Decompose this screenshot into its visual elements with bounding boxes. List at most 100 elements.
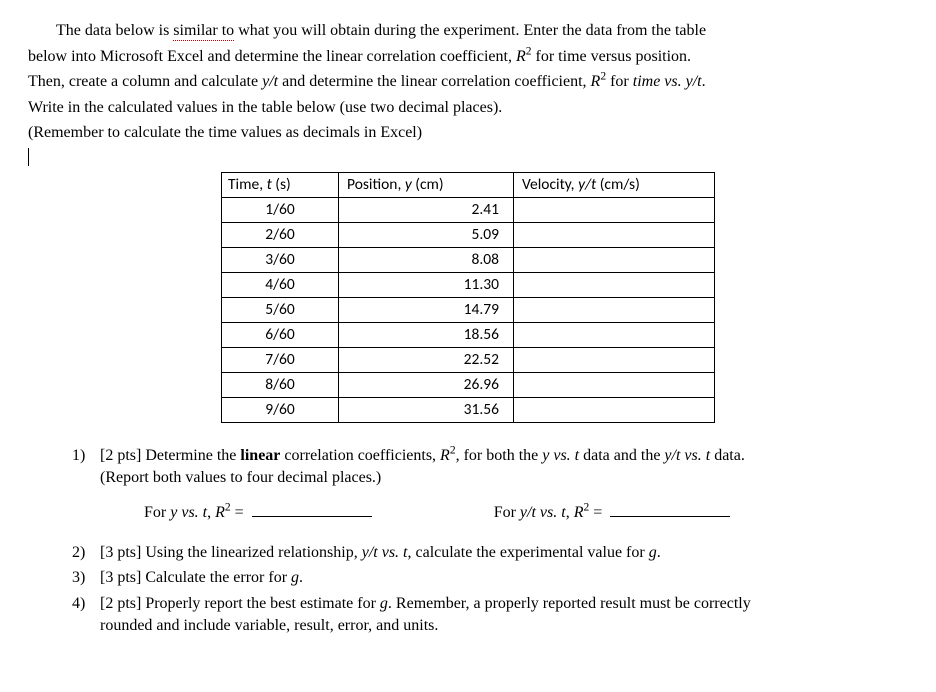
table-row: 8/6026.96 (222, 372, 715, 397)
text: Velocity, (522, 175, 578, 194)
question-2: 2) [3 pts] Using the linearized relation… (72, 542, 908, 564)
y-var: y (405, 175, 412, 194)
intro-line-1: The data below is similar to what you wi… (28, 20, 908, 42)
text: data and the (579, 447, 664, 464)
r-var: R (516, 48, 526, 65)
cell-velocity (514, 347, 715, 372)
yt-var: y/t (578, 175, 596, 194)
text: for time versus position. (532, 48, 692, 65)
q2-number: 2) (72, 542, 85, 564)
text-cursor (28, 148, 31, 166)
header-time: Time, t (s) (222, 172, 339, 197)
text: [2 pts] Properly report the best estimat… (100, 595, 380, 612)
header-velocity: Velocity, y/t (cm/s) (514, 172, 715, 197)
cell-time: 7/60 (222, 347, 339, 372)
text: correlation coefficients, (280, 447, 440, 464)
text: The data below is (56, 22, 173, 39)
cell-position: 11.30 (339, 272, 514, 297)
q4-number: 4) (72, 593, 85, 615)
text: (cm) (412, 175, 444, 194)
question-3: 3) [3 pts] Calculate the error for g. (72, 567, 908, 589)
text: Position, (347, 175, 405, 194)
g-var: g (649, 544, 657, 561)
r-var: R (574, 504, 584, 521)
table-row: 4/6011.30 (222, 272, 715, 297)
g-var: g (291, 569, 299, 586)
yt-vs-t: y/t vs. t (664, 447, 710, 464)
cell-position: 14.79 (339, 297, 514, 322)
question-1: 1) [2 pts] Determine the linear correlat… (72, 445, 908, 488)
table-body: 1/602.412/605.093/608.084/6011.305/6014.… (222, 197, 715, 422)
text: = (589, 504, 606, 521)
data-table: Time, t (s) Position, y (cm) Velocity, y… (221, 172, 715, 423)
cell-time: 9/60 (222, 397, 339, 422)
q1-note: (Report both values to four decimal plac… (100, 469, 381, 486)
cell-velocity (514, 372, 715, 397)
cell-velocity (514, 272, 715, 297)
yt-var: y/t (262, 73, 278, 90)
r-var: R (591, 73, 601, 90)
table-row: 7/6022.52 (222, 347, 715, 372)
text: what you will obtain during the experime… (234, 22, 706, 39)
text: , (207, 504, 215, 521)
text: for (606, 73, 633, 90)
linear-bold: linear (240, 447, 280, 464)
text: (cm/s) (596, 175, 640, 194)
table-row: 3/608.08 (222, 247, 715, 272)
data-table-wrap: Time, t (s) Position, y (cm) Velocity, y… (28, 172, 908, 423)
text: . (657, 544, 661, 561)
cell-position: 31.56 (339, 397, 514, 422)
cell-time: 1/60 (222, 197, 339, 222)
table-row: 5/6014.79 (222, 297, 715, 322)
cell-velocity (514, 247, 715, 272)
table-row: 1/602.41 (222, 197, 715, 222)
cell-position: 22.52 (339, 347, 514, 372)
text: . (702, 73, 706, 90)
r-var: R (440, 447, 450, 464)
q3-number: 3) (72, 567, 85, 589)
cell-velocity (514, 397, 715, 422)
text: Then, create a column and calculate (28, 73, 262, 90)
text: , calculate the experimental value for (407, 544, 648, 561)
cell-time: 6/60 (222, 322, 339, 347)
cell-position: 26.96 (339, 372, 514, 397)
table-header-row: Time, t (s) Position, y (cm) Velocity, y… (222, 172, 715, 197)
text: (s) (272, 175, 291, 194)
text: = (231, 504, 248, 521)
text: [2 pts] Determine the (100, 447, 240, 464)
y-vs-t: y vs. t (170, 504, 207, 521)
intro-line-4: Write in the calculated values in the ta… (28, 97, 908, 119)
text: Time, (228, 175, 267, 194)
cell-velocity (514, 197, 715, 222)
table-row: 9/6031.56 (222, 397, 715, 422)
cell-position: 2.41 (339, 197, 514, 222)
cell-position: 8.08 (339, 247, 514, 272)
text: and determine the linear correlation coe… (278, 73, 590, 90)
intro-line-5: (Remember to calculate the time values a… (28, 122, 908, 144)
question-list: 1) [2 pts] Determine the linear correlat… (28, 445, 908, 636)
q1-number: 1) (72, 445, 85, 467)
text: , (566, 504, 574, 521)
intro-line-3: Then, create a column and calculate y/t … (28, 71, 908, 93)
y-vs-t: y vs. t (542, 447, 579, 464)
table-row: 2/605.09 (222, 222, 715, 247)
cell-time: 5/60 (222, 297, 339, 322)
cell-time: 4/60 (222, 272, 339, 297)
text: For (494, 504, 520, 521)
blank-1 (252, 502, 372, 517)
q1-answers: For y vs. t, R2 = For y/t vs. t, R2 = (144, 502, 908, 524)
text: data. (710, 447, 745, 464)
text: For (144, 504, 170, 521)
cell-time: 8/60 (222, 372, 339, 397)
cell-time: 2/60 (222, 222, 339, 247)
cell-velocity (514, 322, 715, 347)
cell-velocity (514, 222, 715, 247)
cell-position: 18.56 (339, 322, 514, 347)
text: [3 pts] Using the linearized relationshi… (100, 544, 362, 561)
cell-time: 3/60 (222, 247, 339, 272)
text: . Remember, a properly reported result m… (388, 595, 751, 612)
yt-vs-t: y/t vs. t (520, 504, 566, 521)
yt-vs-t: y/t vs. t (362, 544, 408, 561)
table-row: 6/6018.56 (222, 322, 715, 347)
question-4: 4) [2 pts] Properly report the best esti… (72, 593, 908, 636)
